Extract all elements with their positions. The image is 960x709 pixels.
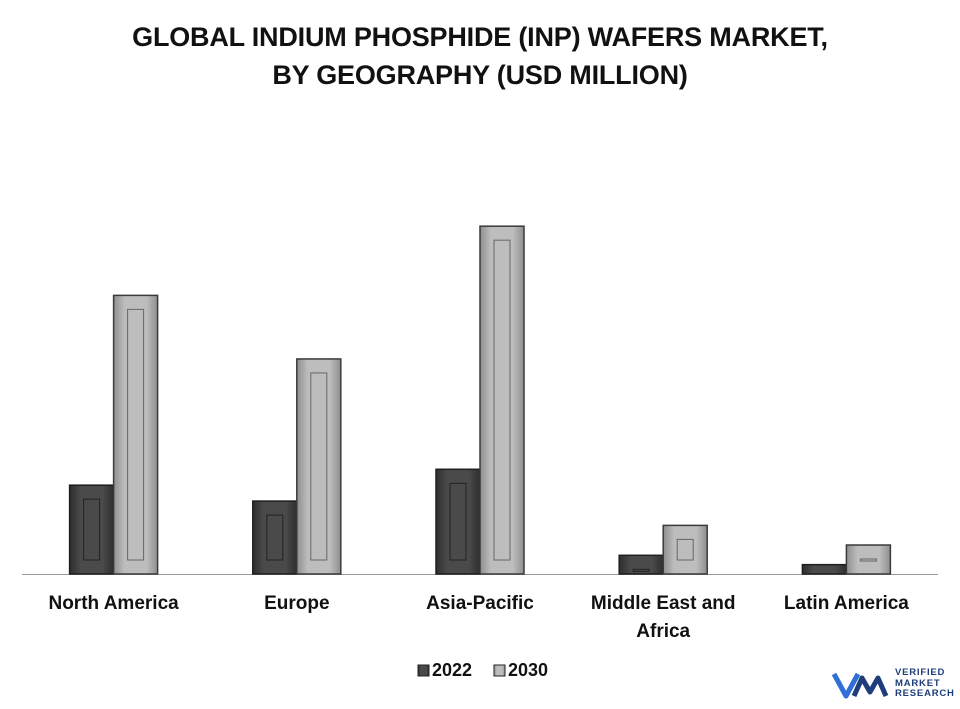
category-label-1: Europe [264, 593, 329, 614]
bar-bevel-2022-2 [449, 482, 467, 561]
category-label-4: Latin America [784, 593, 909, 614]
bar-2022-2 [435, 468, 481, 575]
bar-bevel-2030-1 [310, 372, 328, 561]
bar-2022-0 [68, 484, 115, 575]
legend-swatch-2022 [417, 664, 430, 677]
bar-bevel-2030-2 [493, 239, 511, 561]
bar-bevel-2030-4 [859, 558, 877, 562]
bar-2030-1 [296, 358, 342, 575]
bar-2030-3 [662, 524, 708, 575]
category-label-2: Asia-Pacific [426, 593, 534, 614]
bar-bevel-2030-0 [127, 308, 145, 561]
legend-label-2030: 2030 [508, 660, 548, 680]
brand-line-2: MARKET [895, 677, 941, 689]
bar-2030-0 [112, 294, 159, 575]
bar-bevel-2022-0 [83, 498, 101, 561]
bar-bevel-2022-1 [266, 514, 284, 561]
bar-bevel-2022-3 [632, 568, 650, 572]
chart-title-line-1: GLOBAL INDIUM PHOSPHIDE (INP) WAFERS MAR… [132, 22, 828, 52]
bar-2030-4 [845, 544, 892, 575]
bar-2022-4 [801, 563, 848, 575]
category-label-3: Middle East and Africa [591, 593, 736, 642]
category-label-0: North America [48, 593, 179, 614]
chart-title-line-2: BY GEOGRAPHY (USD MILLION) [272, 60, 688, 90]
brand-line-1: VERIFIED [895, 667, 946, 678]
brand-wordmark: VERIFIED MARKET RESEARCH [895, 667, 955, 700]
brand-logo-icon [831, 672, 889, 699]
brand-line-3: RESEARCH [895, 688, 955, 699]
bar-2022-1 [252, 500, 298, 575]
legend-swatch-2030 [493, 664, 506, 677]
chart-title: GLOBAL INDIUM PHOSPHIDE (INP) WAFERS MAR… [0, 18, 960, 94]
legend-label-2022: 2022 [432, 660, 472, 680]
bar-2030-2 [479, 225, 525, 575]
bar-bevel-2030-3 [676, 538, 694, 561]
